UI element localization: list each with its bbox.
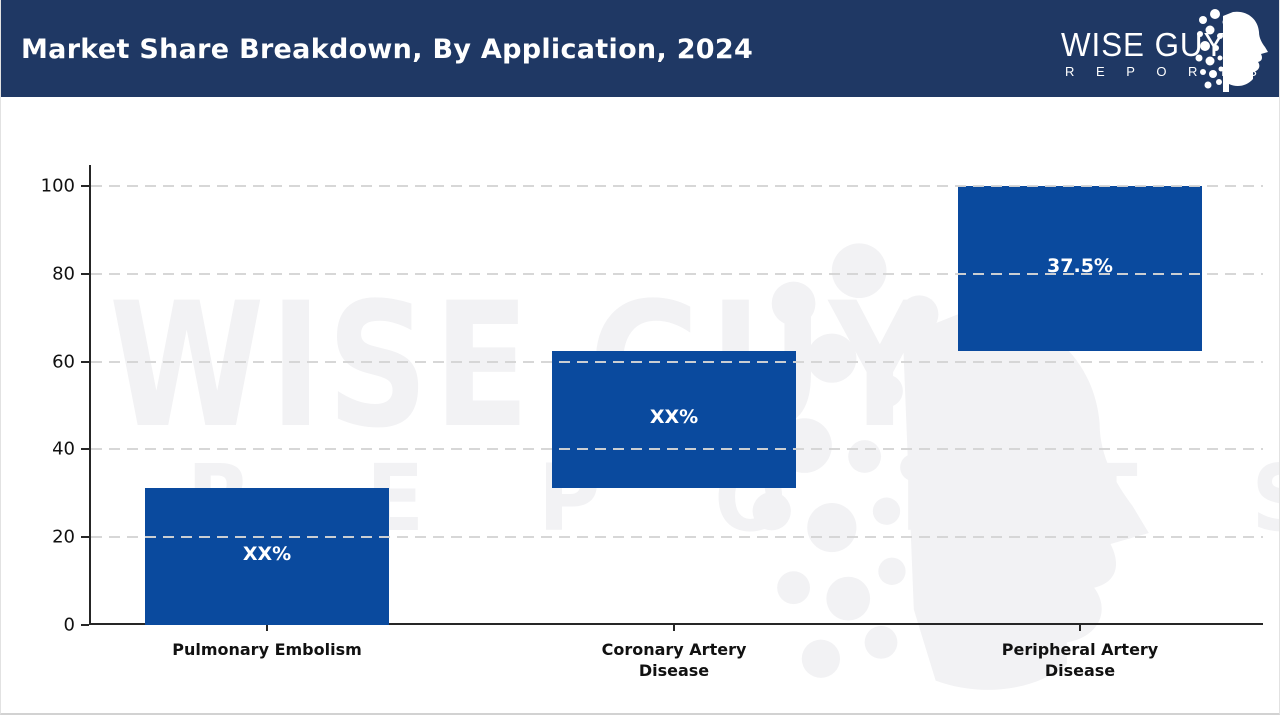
y-axis-tick [81,272,89,275]
y-axis-tick [81,624,89,626]
x-axis-category-label: Coronary Artery Disease [514,639,834,681]
bar-segment: XX% [145,487,389,625]
y-axis-tick-label: 100 [40,175,75,197]
y-axis-tick-label: 0 [63,614,75,636]
x-axis-category-label: Pulmonary Embolism [107,639,427,660]
bar-value-label: XX% [242,543,292,566]
x-axis-category-line: Coronary Artery [601,640,747,659]
x-axis-tick [673,625,675,631]
y-axis-tick-label: 20 [52,526,75,548]
bar-value-label: 37.5% [1047,255,1113,278]
bar-value-label: XX% [649,406,699,429]
y-axis-tick-label: 40 [52,438,75,460]
y-axis-tick [81,360,89,363]
header: Market Share Breakdown, By Application, … [1,0,1279,97]
x-axis-category-line: Pulmonary Embolism [172,640,362,659]
x-axis-category-line: Disease [1044,661,1116,680]
y-axis-tick-label: 60 [52,351,75,373]
brand-logo: WISE GUY R E P O R T S [1023,6,1273,92]
x-axis-category-line: Peripheral Artery [1001,640,1159,659]
bar-segment: 37.5% [958,186,1202,351]
page-title: Market Share Breakdown, By Application, … [21,34,754,65]
x-axis-category-label: Peripheral Artery Disease [920,639,1240,681]
brand-face-icon [1195,9,1268,92]
x-axis-tick [266,625,268,631]
bar-segment: XX% [552,350,796,488]
brand-subtitle: R E P O R T S [1065,64,1266,79]
chart-area: WISE GUY R E P O R T S 0 20 40 60 80 100 XX% Pu… [1,97,1279,713]
y-axis-tick [81,185,89,187]
plot-area: 0 20 40 60 80 100 XX% Pulmonary Embolism XX% Coro… [41,165,1263,680]
x-axis-tick [1079,625,1081,631]
x-axis-category-line: Disease [638,661,710,680]
y-axis-tick-label: 80 [52,263,75,285]
y-axis-tick [81,536,89,539]
y-axis-tick [81,448,89,451]
